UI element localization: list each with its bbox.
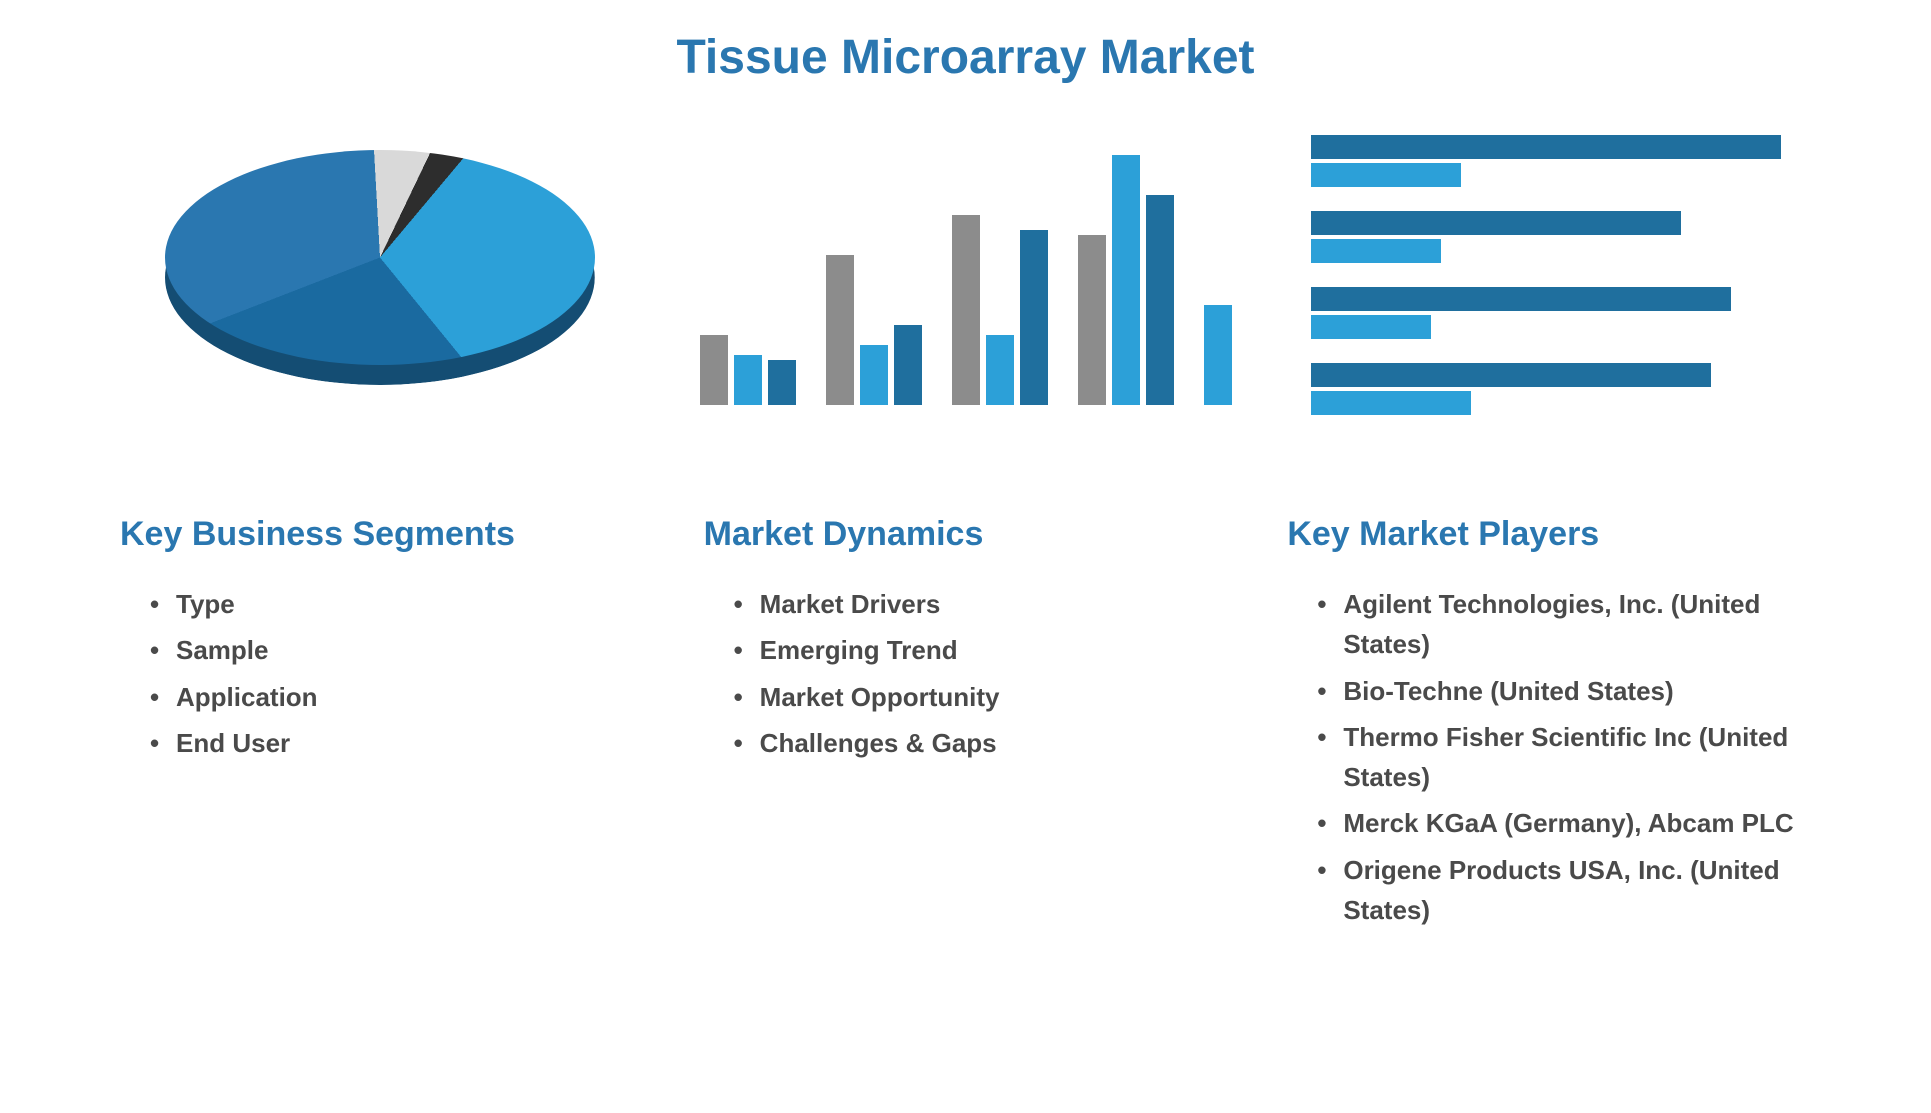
list-item: Origene Products USA, Inc. (United State… <box>1317 850 1811 931</box>
list-item: Sample <box>150 630 644 670</box>
page-title: Tissue Microarray Market <box>100 30 1831 85</box>
bar-group <box>826 255 922 405</box>
bar <box>952 215 980 405</box>
bar <box>1146 195 1174 405</box>
bar <box>1311 163 1461 187</box>
column-heading: Market Dynamics <box>704 515 1228 554</box>
column-players: Key Market Players Agilent Technologies,… <box>1287 515 1811 936</box>
bar-group <box>1204 305 1232 405</box>
list-item: End User <box>150 723 644 763</box>
bar <box>1078 235 1106 405</box>
bar-group <box>952 215 1048 405</box>
column-segments: Key Business Segments Type Sample Applicat… <box>120 515 644 936</box>
bar <box>1112 155 1140 405</box>
bar-group <box>1311 135 1791 187</box>
horizontal-bar-chart <box>1292 135 1812 415</box>
list-item: Market Drivers <box>734 584 1228 624</box>
bar <box>860 345 888 405</box>
bar <box>826 255 854 405</box>
bar <box>1020 230 1048 405</box>
bar-group <box>1311 287 1791 339</box>
bar <box>1311 135 1781 159</box>
bar <box>1311 287 1731 311</box>
bar <box>1311 363 1711 387</box>
bar <box>986 335 1014 405</box>
list-item: Agilent Technologies, Inc. (United State… <box>1317 584 1811 665</box>
list-item: Bio-Techne (United States) <box>1317 671 1811 711</box>
list-item: Emerging Trend <box>734 630 1228 670</box>
bar <box>1311 211 1681 235</box>
bar <box>734 355 762 405</box>
list-item: Challenges & Gaps <box>734 723 1228 763</box>
info-columns: Key Business Segments Type Sample Applicat… <box>100 475 1831 936</box>
bar-group <box>1311 363 1791 415</box>
list-item: Type <box>150 584 644 624</box>
pie-chart <box>120 150 640 400</box>
bar <box>1311 315 1431 339</box>
column-heading: Key Market Players <box>1287 515 1811 554</box>
bar <box>700 335 728 405</box>
bar-group <box>700 335 796 405</box>
bar-group <box>1078 155 1174 405</box>
list-item: Thermo Fisher Scientific Inc (United Sta… <box>1317 717 1811 798</box>
list-item: Merck KGaA (Germany), Abcam PLC <box>1317 803 1811 843</box>
charts-row <box>100 135 1831 475</box>
list-item: Application <box>150 677 644 717</box>
list-item: Market Opportunity <box>734 677 1228 717</box>
bar <box>1311 239 1441 263</box>
bar-group <box>1311 211 1791 263</box>
column-heading: Key Business Segments <box>120 515 644 554</box>
bar <box>894 325 922 405</box>
bar <box>768 360 796 405</box>
column-dynamics: Market Dynamics Market Drivers Emerging T… <box>704 515 1228 936</box>
bar <box>1204 305 1232 405</box>
vertical-bar-chart <box>700 145 1232 405</box>
bar <box>1311 391 1471 415</box>
